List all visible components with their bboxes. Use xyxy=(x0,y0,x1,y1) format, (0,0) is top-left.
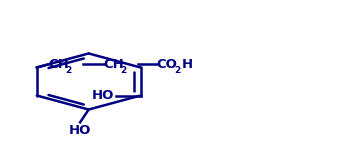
Text: 2: 2 xyxy=(175,66,181,75)
Text: HO: HO xyxy=(92,89,114,102)
Text: CO: CO xyxy=(157,58,177,71)
Text: H: H xyxy=(182,58,193,71)
Text: 2: 2 xyxy=(120,66,126,75)
Text: HO: HO xyxy=(69,124,91,137)
Text: 2: 2 xyxy=(65,66,71,75)
Text: CH: CH xyxy=(104,58,124,71)
Text: CH: CH xyxy=(49,58,70,71)
